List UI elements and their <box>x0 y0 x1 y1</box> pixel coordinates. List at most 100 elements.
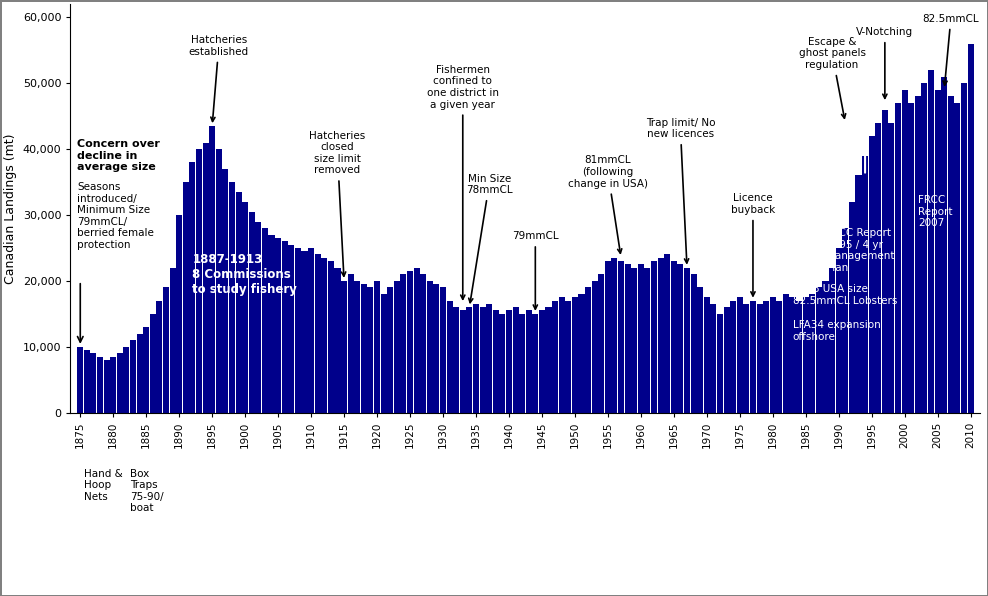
Bar <box>730 300 736 412</box>
Bar <box>407 271 413 412</box>
Bar <box>967 44 973 412</box>
Bar <box>255 222 262 412</box>
Text: Licence
buyback: Licence buyback <box>731 193 775 296</box>
Bar <box>585 287 591 412</box>
Bar <box>308 248 314 412</box>
Bar <box>842 228 849 412</box>
Bar <box>902 90 908 412</box>
Text: Wire traps &
escape vents
introduced: Wire traps & escape vents introduced <box>758 468 827 502</box>
Bar <box>104 360 110 412</box>
Bar <box>117 353 123 412</box>
Bar <box>355 281 361 412</box>
Bar <box>947 97 953 412</box>
Bar <box>763 300 770 412</box>
Bar <box>882 110 888 412</box>
Bar <box>908 103 914 412</box>
Bar <box>545 307 551 412</box>
Bar <box>269 235 275 412</box>
Text: Box
Traps
75-90/
boat: Box Traps 75-90/ boat <box>129 468 163 513</box>
Bar <box>526 311 532 412</box>
Text: Hand &
Hoop
Nets: Hand & Hoop Nets <box>84 468 123 502</box>
Bar <box>644 268 650 412</box>
Bar <box>723 307 729 412</box>
Bar <box>513 307 519 412</box>
Bar <box>572 297 578 412</box>
Bar <box>400 274 406 412</box>
Bar <box>710 304 716 412</box>
Y-axis label: Canadian Landings (mt): Canadian Landings (mt) <box>4 133 17 284</box>
Text: Hatcheries
established: Hatcheries established <box>189 35 249 122</box>
Bar <box>538 311 545 412</box>
Bar <box>262 228 268 412</box>
Bar <box>170 268 176 412</box>
Text: LFA34 expansion
offshore: LFA34 expansion offshore <box>792 321 880 342</box>
Bar <box>486 304 492 412</box>
Bar <box>84 350 90 412</box>
Bar <box>229 182 235 412</box>
Bar <box>888 123 894 412</box>
Text: Effort made to
enforce size &
seasons: Effort made to enforce size & seasons <box>504 468 580 502</box>
Bar <box>849 202 855 412</box>
Bar <box>215 149 221 412</box>
Bar <box>678 265 684 412</box>
Bar <box>698 287 703 412</box>
Bar <box>150 313 156 412</box>
Bar <box>156 300 162 412</box>
Bar <box>124 347 129 412</box>
Text: FRCC
Report
2007: FRCC Report 2007 <box>918 195 952 228</box>
Bar <box>275 238 282 412</box>
Bar <box>459 311 465 412</box>
Bar <box>453 307 459 412</box>
Text: 1988 USA size
82.5mmCL Lobsters: 1988 USA size 82.5mmCL Lobsters <box>792 284 897 306</box>
Bar <box>961 83 967 412</box>
Text: Seasons
introduced/
Minimum Size
79mmCL/
berried female
protection: Seasons introduced/ Minimum Size 79mmCL/… <box>77 182 154 250</box>
Bar <box>796 300 802 412</box>
Bar <box>348 274 354 412</box>
Bar <box>91 353 97 412</box>
Bar <box>506 311 512 412</box>
Bar <box>599 274 605 412</box>
Text: Min Size
78mmCL: Min Size 78mmCL <box>466 173 513 303</box>
Bar <box>374 281 380 412</box>
Bar <box>493 311 499 412</box>
Bar <box>77 347 83 412</box>
Bar <box>618 261 624 412</box>
Bar <box>183 182 189 412</box>
Bar <box>235 192 242 412</box>
Bar <box>473 304 479 412</box>
Bar <box>519 313 526 412</box>
Bar <box>802 297 809 412</box>
Bar <box>836 248 842 412</box>
Bar <box>288 244 294 412</box>
Bar <box>499 313 506 412</box>
Bar <box>176 215 182 412</box>
Bar <box>414 268 420 412</box>
Text: Hatcheries
closed
size limit
removed: Hatcheries closed size limit removed <box>309 131 366 276</box>
Bar <box>942 77 947 412</box>
Text: Trap limit/ No
new licences: Trap limit/ No new licences <box>646 117 715 263</box>
Bar <box>335 268 341 412</box>
Bar <box>605 261 611 412</box>
Bar <box>242 202 248 412</box>
Bar <box>301 251 307 412</box>
Text: Fishermen
confined to
one district in
a given year: Fishermen confined to one district in a … <box>427 65 499 299</box>
Bar <box>624 265 630 412</box>
Bar <box>136 334 142 412</box>
Bar <box>703 297 709 412</box>
Bar <box>130 340 136 412</box>
Bar <box>427 281 433 412</box>
Bar <box>341 281 347 412</box>
Bar <box>387 287 393 412</box>
Bar <box>658 258 664 412</box>
Bar <box>684 268 690 412</box>
Text: FRCC Report
1995 / 4 yr
Management
Plan: FRCC Report 1995 / 4 yr Management Plan <box>826 228 894 273</box>
Bar <box>789 297 795 412</box>
Text: Escape &
ghost panels
regulation: Escape & ghost panels regulation <box>798 37 865 118</box>
Bar <box>380 294 386 412</box>
Text: Approx.
250-300
traps/
boat: Approx. 250-300 traps/ boat <box>339 468 382 513</box>
Bar <box>717 313 723 412</box>
Bar <box>691 274 697 412</box>
Bar <box>163 287 169 412</box>
Bar <box>895 103 901 412</box>
Text: 79mmCL: 79mmCL <box>512 231 558 309</box>
